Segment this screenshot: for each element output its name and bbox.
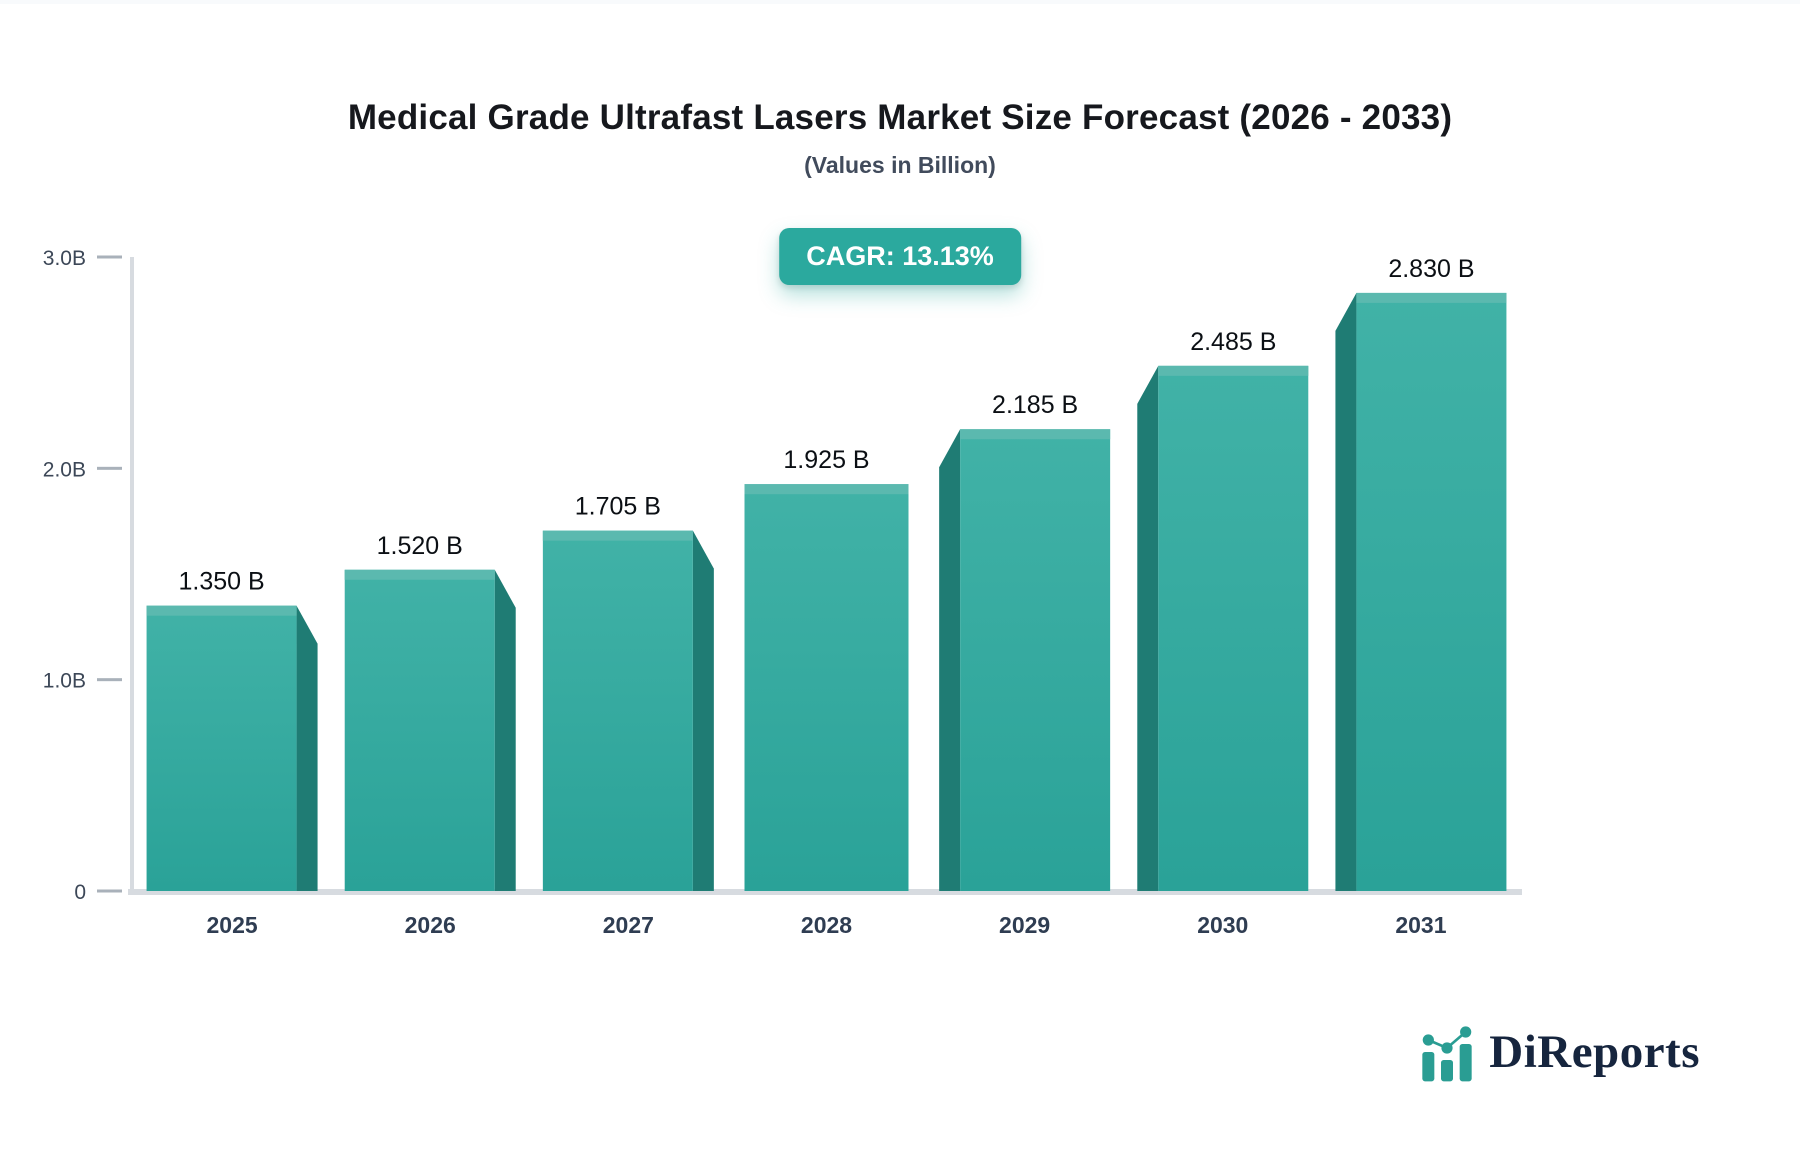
bar-value-label: 1.925 B bbox=[783, 446, 869, 474]
bar-2029 bbox=[960, 429, 1111, 891]
y-tick-dash bbox=[97, 678, 122, 682]
bar-cap-2031 bbox=[1356, 292, 1507, 303]
y-tick-dash bbox=[97, 466, 122, 470]
bar-value-label: 1.350 B bbox=[178, 568, 264, 596]
bar-2028 bbox=[744, 484, 909, 891]
bar-side-2026 bbox=[494, 569, 516, 891]
bar-2030 bbox=[1158, 365, 1309, 891]
bar-side-2027 bbox=[692, 530, 714, 891]
x-tick-label: 2027 bbox=[603, 912, 654, 938]
page-title: Medical Grade Ultrafast Lasers Market Si… bbox=[347, 98, 1453, 137]
bar-value-label: 1.705 B bbox=[575, 493, 661, 521]
bar-2026 bbox=[344, 569, 495, 891]
y-tick-label: 0 bbox=[74, 881, 86, 904]
axes: 3.0B 2.0B 1.0B 0 bbox=[43, 247, 1522, 904]
y-tick-dash bbox=[97, 255, 122, 259]
bar-side-2025 bbox=[296, 605, 318, 891]
cagr-badge: CAGR: 13.13% bbox=[779, 228, 1021, 285]
bar-value-label: 1.520 B bbox=[377, 532, 463, 560]
bar-2031 bbox=[1356, 292, 1507, 892]
x-tick-label: 2031 bbox=[1395, 912, 1446, 938]
x-tick-label: 2029 bbox=[999, 912, 1050, 938]
y-tick-label: 1.0B bbox=[43, 670, 86, 693]
bar-side-2030 bbox=[1137, 365, 1159, 891]
y-axis-line bbox=[130, 257, 134, 893]
brand-logo: DiReports bbox=[1417, 1020, 1700, 1084]
chart-subtitle: (Values in Billion) bbox=[804, 152, 996, 178]
x-tick-label: 2026 bbox=[405, 912, 456, 938]
bar-value-label: 2.185 B bbox=[992, 391, 1078, 419]
bar-2027 bbox=[542, 530, 693, 891]
bar-cap-2027 bbox=[542, 530, 693, 541]
bar-side-2029 bbox=[939, 429, 961, 891]
bar-cap-2025 bbox=[146, 605, 297, 616]
x-axis-line bbox=[128, 889, 1522, 895]
y-tick-label: 3.0B bbox=[43, 247, 86, 270]
bar-chart: 3.0B 2.0B 1.0B 0 1.350 B 2025 1.520 B 2026 1.70… bbox=[43, 247, 1522, 938]
bar-2025 bbox=[146, 605, 297, 891]
bars bbox=[146, 292, 1507, 892]
bar-cap-2030 bbox=[1158, 365, 1309, 376]
x-tick-label: 2028 bbox=[801, 912, 852, 938]
bar-cap-2029 bbox=[960, 429, 1111, 440]
labels: 1.350 B 2025 1.520 B 2026 1.705 B 2027 1.925 B… bbox=[178, 255, 1474, 938]
x-tick-label: 2025 bbox=[206, 912, 257, 938]
x-tick-label: 2030 bbox=[1197, 912, 1248, 938]
brand-logo-text: DiReports bbox=[1489, 1026, 1700, 1078]
bar-cap-2028 bbox=[744, 484, 909, 495]
bar-value-label: 2.830 B bbox=[1388, 255, 1474, 283]
direports-logo-icon bbox=[1422, 1026, 1472, 1082]
bar-cap-2026 bbox=[344, 569, 495, 580]
y-tick-label: 2.0B bbox=[43, 458, 86, 481]
bar-side-2031 bbox=[1335, 292, 1357, 892]
bar-value-label: 2.485 B bbox=[1190, 328, 1276, 356]
y-tick-dash bbox=[97, 889, 122, 893]
